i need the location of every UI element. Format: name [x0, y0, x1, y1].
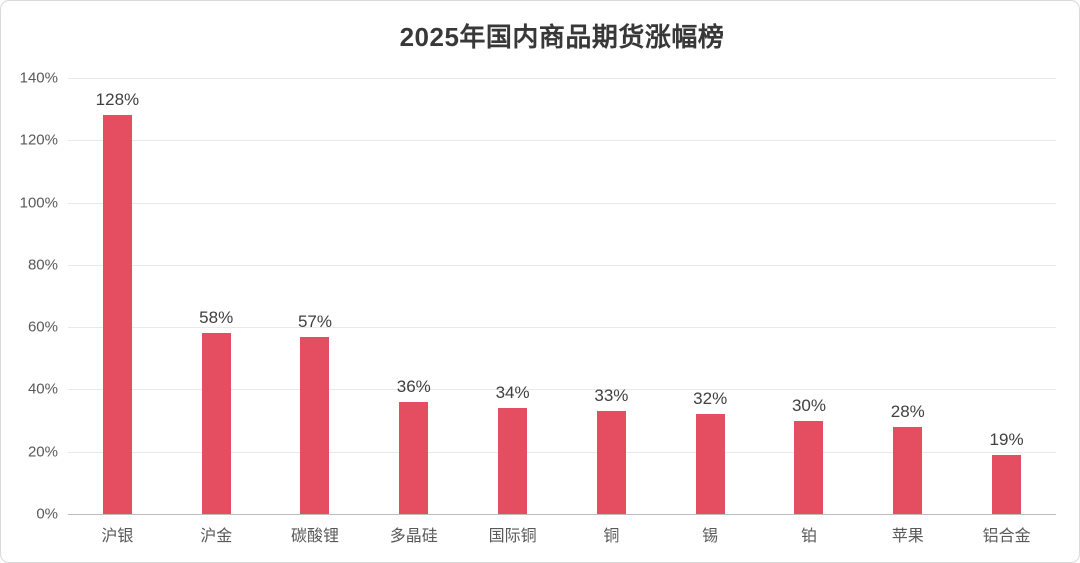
y-tick-label: 20%: [27, 443, 58, 461]
x-axis-line: [68, 514, 1056, 515]
bar-value-label: 36%: [396, 376, 431, 396]
x-axis: 沪银 沪金 碳酸锂 多晶硅 国际铜 铜 锡 铂 苹果 铝合金: [68, 522, 1056, 546]
y-tick-label: 40%: [27, 380, 58, 398]
bar-value-label: 34%: [495, 383, 530, 403]
bar-slot: 19%: [957, 78, 1056, 514]
chart-title: 2025年国内商品期货涨幅榜: [399, 22, 725, 52]
bar-value-label: 57%: [297, 311, 332, 331]
bar: [596, 411, 626, 514]
category-label: 铝合金: [982, 528, 1031, 545]
category-label: 碳酸锂: [290, 528, 339, 545]
bar-value-label: 32%: [693, 389, 728, 409]
bar-slot: 33%: [562, 78, 661, 514]
bar-slot: 34%: [463, 78, 562, 514]
bar-value-label: 33%: [594, 386, 629, 406]
bar-slot: 57%: [266, 78, 365, 514]
bar: [201, 333, 231, 514]
bar-value-label: 128%: [95, 90, 140, 110]
gridline: [68, 451, 1056, 453]
bar-slot: 28%: [858, 78, 957, 514]
bar: [893, 426, 923, 514]
y-tick-label: 0%: [36, 505, 58, 523]
y-tick-label: 60%: [27, 318, 58, 336]
y-tick-label: 140%: [19, 69, 58, 87]
bar-value-label: 19%: [989, 429, 1024, 449]
bar: [300, 336, 330, 514]
gridline: [68, 264, 1056, 266]
bar-value-label: 58%: [199, 308, 234, 328]
category-label: 多晶硅: [389, 528, 438, 545]
bar: [695, 414, 725, 514]
gridline: [68, 389, 1056, 391]
category-label: 铂: [800, 528, 817, 545]
gridline: [68, 327, 1056, 329]
category-label: 沪金: [200, 528, 233, 545]
bar-slot: 58%: [167, 78, 266, 514]
y-tick-label: 100%: [19, 194, 58, 212]
gridline: [68, 140, 1056, 142]
bar: [794, 420, 824, 514]
bar: [102, 115, 132, 514]
bar: [498, 408, 528, 514]
plot-area: 0% 20% 40% 60% 80% 100% 120% 140% 128% 58% 57% 36%…: [20, 70, 1056, 545]
gridline: [68, 202, 1056, 204]
y-tick-label: 120%: [19, 131, 58, 149]
category-label: 铜: [603, 528, 620, 545]
category-label: 苹果: [891, 528, 924, 545]
bar-slot: 30%: [760, 78, 859, 514]
bar-value-label: 28%: [890, 401, 925, 421]
bar: [399, 401, 429, 514]
gridline: [68, 78, 1056, 79]
category-label: 国际铜: [488, 528, 537, 545]
bar: [992, 454, 1022, 514]
bars: 128% 58% 57% 36% 34% 33% 32% 30% 28% 19%: [68, 78, 1056, 514]
category-label: 锡: [702, 528, 719, 545]
bar-slot: 32%: [661, 78, 760, 514]
bar-value-label: 30%: [791, 395, 826, 415]
bar-slot: 128%: [68, 78, 167, 514]
y-tick-label: 80%: [27, 256, 58, 274]
category-label: 沪银: [101, 528, 134, 545]
bar-slot: 36%: [364, 78, 463, 514]
